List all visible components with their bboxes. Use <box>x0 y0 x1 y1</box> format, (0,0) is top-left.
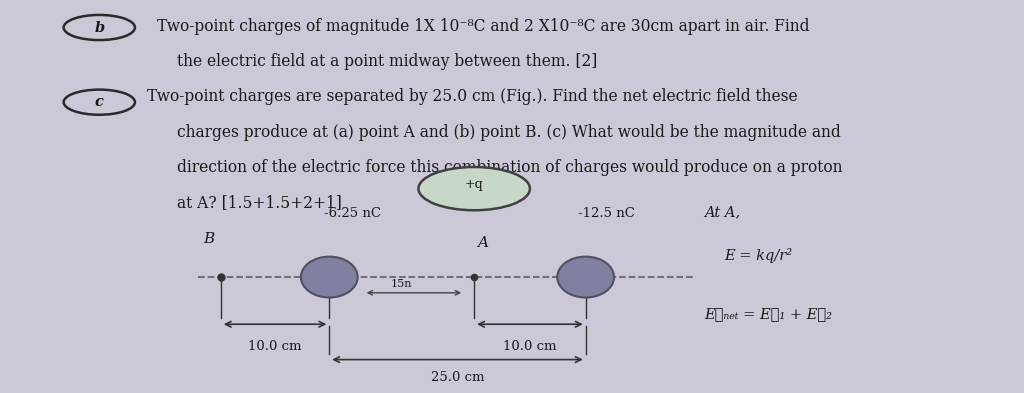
Text: 15n: 15n <box>391 279 413 289</box>
Text: -6.25 nC: -6.25 nC <box>325 207 381 220</box>
Text: B: B <box>203 231 214 246</box>
Text: Two-point charges of magnitude 1X 10⁻⁸C and 2 X10⁻⁸C are 30cm apart in air. Find: Two-point charges of magnitude 1X 10⁻⁸C … <box>157 18 810 35</box>
Ellipse shape <box>301 257 357 298</box>
Text: at A? [1.5+1.5+2+1]: at A? [1.5+1.5+2+1] <box>177 195 342 211</box>
Ellipse shape <box>557 257 614 298</box>
Text: direction of the electric force this combination of charges would produce on a p: direction of the electric force this com… <box>177 159 843 176</box>
Text: c: c <box>95 95 103 109</box>
Text: At A,: At A, <box>705 205 740 219</box>
Text: 10.0 cm: 10.0 cm <box>249 340 302 353</box>
Text: +q: +q <box>465 178 483 191</box>
Text: charges produce at (a) point A and (b) point B. (c) What would be the magnitude : charges produce at (a) point A and (b) p… <box>177 124 841 141</box>
Text: -12.5 nC: -12.5 nC <box>578 207 635 220</box>
Text: E⃗ₙₑₜ = E⃗₁ + E⃗₂: E⃗ₙₑₜ = E⃗₁ + E⃗₂ <box>705 307 833 321</box>
Text: 10.0 cm: 10.0 cm <box>503 340 557 353</box>
Text: E = kq/r²: E = kq/r² <box>724 248 793 263</box>
Text: b: b <box>94 20 104 35</box>
Circle shape <box>419 167 529 210</box>
Text: 25.0 cm: 25.0 cm <box>431 371 484 384</box>
Text: A: A <box>477 235 487 250</box>
Text: the electric field at a point midway between them. [2]: the electric field at a point midway bet… <box>177 53 598 70</box>
Text: Two-point charges are separated by 25.0 cm (Fig.). Find the net electric field t: Two-point charges are separated by 25.0 … <box>146 88 798 105</box>
